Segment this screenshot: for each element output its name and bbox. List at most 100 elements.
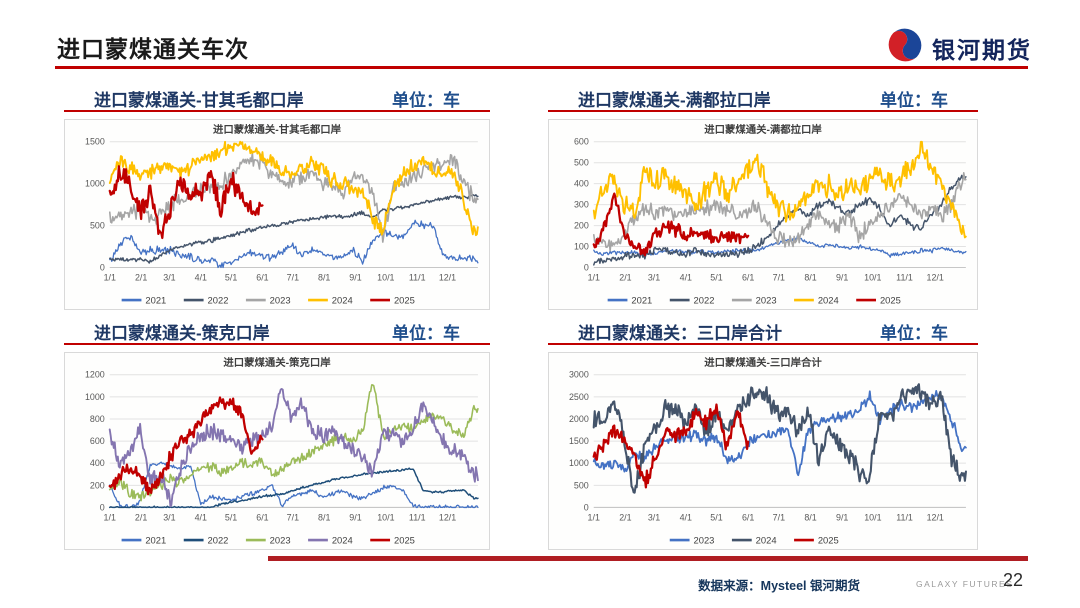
svg-text:2/1: 2/1 [135,272,147,282]
svg-text:500: 500 [90,221,105,231]
svg-text:2/1: 2/1 [619,272,631,282]
svg-text:4/1: 4/1 [680,272,692,282]
panel-header-ceke: 进口蒙煤通关-策克口岸 单位：车 [64,319,490,345]
svg-text:4/1: 4/1 [195,272,207,282]
line-chart-ceke: 0 200 400 600 800 1000 1200 1/1 2/1 3/1 4/1 5/1 6/1 7… [85,356,479,546]
svg-text:10/1: 10/1 [377,272,394,282]
svg-text:6/1: 6/1 [256,512,268,522]
svg-text:11/1: 11/1 [409,272,426,282]
svg-text:600: 600 [574,137,589,147]
svg-text:1500: 1500 [569,436,589,446]
svg-text:2021: 2021 [145,295,166,306]
svg-text:2021: 2021 [145,535,166,546]
svg-text:12/1: 12/1 [439,272,456,282]
svg-text:7/1: 7/1 [773,272,785,282]
svg-text:2022: 2022 [208,295,229,306]
svg-text:6/1: 6/1 [742,272,754,282]
svg-text:5/1: 5/1 [710,272,722,282]
svg-text:2500: 2500 [569,392,589,402]
svg-text:100: 100 [574,241,589,251]
svg-text:进口蒙煤通关-甘其毛都口岸: 进口蒙煤通关-甘其毛都口岸 [213,123,342,136]
panel-unit: 单位：车 [392,90,460,110]
svg-text:2025: 2025 [880,295,901,306]
svg-text:2024: 2024 [818,295,839,306]
svg-text:1000: 1000 [569,458,589,468]
svg-text:1/1: 1/1 [104,512,116,522]
svg-text:8/1: 8/1 [804,272,816,282]
svg-text:9/1: 9/1 [349,512,361,522]
svg-text:0: 0 [100,502,105,512]
chart-total: 0 500 1000 1500 2000 2500 3000 1/1 2/1 3/1 4/1 5/1 6… [548,352,978,550]
svg-text:11/1: 11/1 [896,272,913,282]
svg-text:6/1: 6/1 [256,272,268,282]
svg-text:进口蒙煤通关-策克口岸: 进口蒙煤通关-策克口岸 [223,356,331,369]
svg-text:3/1: 3/1 [648,272,660,282]
svg-text:2022: 2022 [694,295,715,306]
svg-text:2023: 2023 [694,535,715,546]
chart-ganqimaodu: 0 500 1000 1500 1/1 2/1 3/1 4/1 5/1 6/1 7/1 8/1 9/1 1… [64,119,490,310]
svg-text:5/1: 5/1 [225,272,237,282]
svg-text:800: 800 [90,414,105,424]
svg-text:3/1: 3/1 [163,272,175,282]
panel-unit: 单位：车 [880,323,948,343]
svg-text:11/1: 11/1 [409,512,426,522]
svg-text:2/1: 2/1 [619,512,631,522]
line-chart-ganqimaodu: 0 500 1000 1500 1/1 2/1 3/1 4/1 5/1 6/1 7/1 8/1 9/1 1… [85,123,479,306]
svg-text:8/1: 8/1 [318,512,330,522]
svg-text:2021: 2021 [631,295,652,306]
svg-text:5/1: 5/1 [225,512,237,522]
svg-text:1000: 1000 [85,392,105,402]
svg-text:2025: 2025 [394,535,415,546]
svg-text:9/1: 9/1 [349,272,361,282]
svg-text:8/1: 8/1 [804,512,816,522]
svg-text:2024: 2024 [332,295,353,306]
line-chart-total: 0 500 1000 1500 2000 2500 3000 1/1 2/1 3/1 4/1 5/1 6… [569,356,967,546]
chart-mandula: 0 100 200 300 400 500 600 1/1 2/1 3/1 4/1 5/1 6/1 7/1… [548,119,978,310]
svg-text:2/1: 2/1 [135,512,147,522]
svg-text:5/1: 5/1 [710,512,722,522]
chart-ceke: 0 200 400 600 800 1000 1200 1/1 2/1 3/1 4/1 5/1 6/1 7… [64,352,490,550]
svg-text:2023: 2023 [756,295,777,306]
svg-text:2025: 2025 [818,535,839,546]
svg-text:200: 200 [574,221,589,231]
page-title: 进口蒙煤通关车次 [57,36,249,62]
panel-header-total: 进口蒙煤通关：三口岸合计 单位：车 [548,319,978,345]
svg-text:12/1: 12/1 [927,272,944,282]
svg-text:2000: 2000 [569,414,589,424]
svg-text:进口蒙煤通关-三口岸合计: 进口蒙煤通关-三口岸合计 [704,356,822,369]
svg-text:7/1: 7/1 [287,272,299,282]
svg-text:12/1: 12/1 [927,512,944,522]
brand-name: 银河期货 [932,36,1032,63]
panel-title: 进口蒙煤通关-策克口岸 [94,323,270,343]
svg-text:1/1: 1/1 [588,512,600,522]
svg-text:600: 600 [90,436,105,446]
svg-text:8/1: 8/1 [318,272,330,282]
galaxy-swirl-icon [886,26,924,69]
svg-text:2025: 2025 [394,295,415,306]
svg-text:1200: 1200 [85,370,105,380]
title-underline [55,66,1028,69]
svg-text:1500: 1500 [85,137,105,147]
panel-header-mandula: 进口蒙煤通关-满都拉口岸 单位：车 [548,86,978,112]
svg-text:500: 500 [574,158,589,168]
panel-unit: 单位：车 [392,323,460,343]
svg-text:7/1: 7/1 [773,512,785,522]
svg-text:10/1: 10/1 [377,512,394,522]
svg-text:1/1: 1/1 [104,272,116,282]
svg-text:1/1: 1/1 [588,272,600,282]
svg-text:进口蒙煤通关-满都拉口岸: 进口蒙煤通关-满都拉口岸 [704,123,822,136]
svg-text:7/1: 7/1 [287,512,299,522]
svg-text:10/1: 10/1 [864,512,881,522]
svg-text:2023: 2023 [270,535,291,546]
svg-text:0: 0 [100,262,105,272]
svg-text:9/1: 9/1 [836,272,848,282]
svg-text:1000: 1000 [85,179,105,189]
svg-text:4/1: 4/1 [680,512,692,522]
brand-caps-label: GALAXY FUTURES [916,579,1014,589]
svg-text:200: 200 [90,480,105,490]
brand-logo: 银河期货 [886,26,1032,69]
panel-header-ganqimaodu: 进口蒙煤通关-甘其毛都口岸 单位：车 [64,86,490,112]
panel-title: 进口蒙煤通关-满都拉口岸 [578,90,771,110]
svg-text:400: 400 [574,179,589,189]
